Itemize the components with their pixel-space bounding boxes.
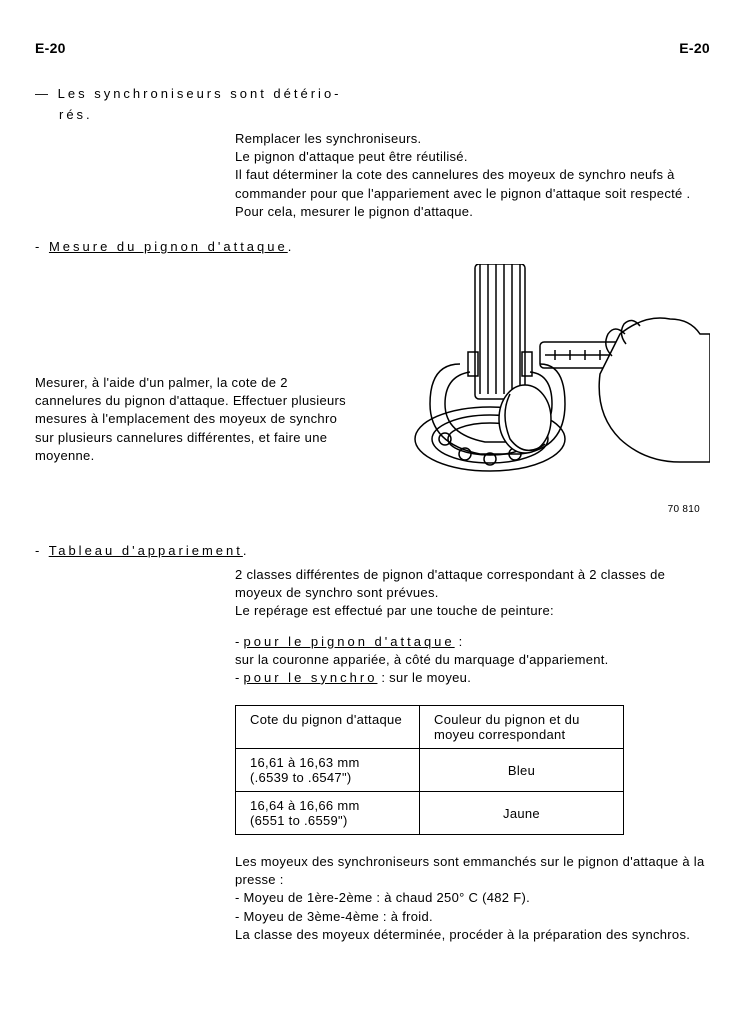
pairing-table: Cote du pignon d'attaque Couleur du pign… (235, 705, 624, 835)
sec1-dash: — (35, 86, 58, 101)
table-row: 16,64 à 16,66 mm (6551 to .6559") Jaune (236, 792, 624, 835)
sec2-body: Mesurer, à l'aide d'un palmer, la cote d… (35, 374, 355, 465)
sec1-title-text: Les synchroniseurs sont détério- (58, 86, 342, 101)
sec3-intro: 2 classes différentes de pignon d'attaqu… (235, 566, 710, 621)
line-b-dash: - (235, 670, 244, 685)
th-1: Cote du pignon d'attaque (236, 706, 420, 749)
figure: 70 810 (355, 264, 710, 517)
sec3-outro: Les moyeux des synchroniseurs sont emman… (235, 853, 710, 944)
sec3-dash: - (35, 543, 49, 558)
sec3-line-b: - pour le synchro : sur le moyeu. (235, 669, 710, 687)
line-b-u: pour le synchro (244, 670, 378, 685)
header-right: E-20 (679, 40, 710, 56)
micrometer-illustration (390, 264, 710, 514)
table-row: 16,61 à 16,63 mm (.6539 to .6547") Bleu (236, 749, 624, 792)
table-row: Cote du pignon d'attaque Couleur du pign… (236, 706, 624, 749)
line-b-tail: : sur le moyeu. (377, 670, 471, 685)
sec2-dot: . (288, 239, 295, 254)
line-a-dash: - (235, 634, 244, 649)
sec1-title-line2: rés. (59, 107, 710, 122)
td: Bleu (420, 749, 624, 792)
td: Jaune (420, 792, 624, 835)
sec2-dash: - (35, 239, 49, 254)
sec1-body: Remplacer les synchroniseurs. Le pignon … (235, 130, 710, 221)
line-a-u: pour le pignon d'attaque (244, 634, 455, 649)
line-a-tail: : (455, 634, 463, 649)
header-left: E-20 (35, 40, 66, 56)
figure-label: 70 810 (668, 504, 700, 515)
sec3-dot: . (243, 543, 250, 558)
sec3-line-a: - pour le pignon d'attaque : (235, 633, 710, 651)
line-a-body: sur la couronne appariée, à côté du marq… (235, 651, 710, 669)
th-2: Couleur du pignon et du moyeu correspond… (420, 706, 624, 749)
sec2-title-row: - Mesure du pignon d'attaque. (35, 239, 710, 254)
td: 16,64 à 16,66 mm (6551 to .6559") (236, 792, 420, 835)
sec3-title: Tableau d'appariement (49, 543, 243, 558)
sec3-lines: - pour le pignon d'attaque : sur la cour… (235, 633, 710, 688)
sec2-row: Mesurer, à l'aide d'un palmer, la cote d… (35, 264, 710, 517)
page-header: E-20 E-20 (35, 40, 710, 56)
sec3-title-row: - Tableau d'appariement. (35, 543, 710, 558)
td: 16,61 à 16,63 mm (.6539 to .6547") (236, 749, 420, 792)
sec1-title: — Les synchroniseurs sont détério- (35, 86, 710, 101)
sec2-title: Mesure du pignon d'attaque (49, 239, 288, 254)
